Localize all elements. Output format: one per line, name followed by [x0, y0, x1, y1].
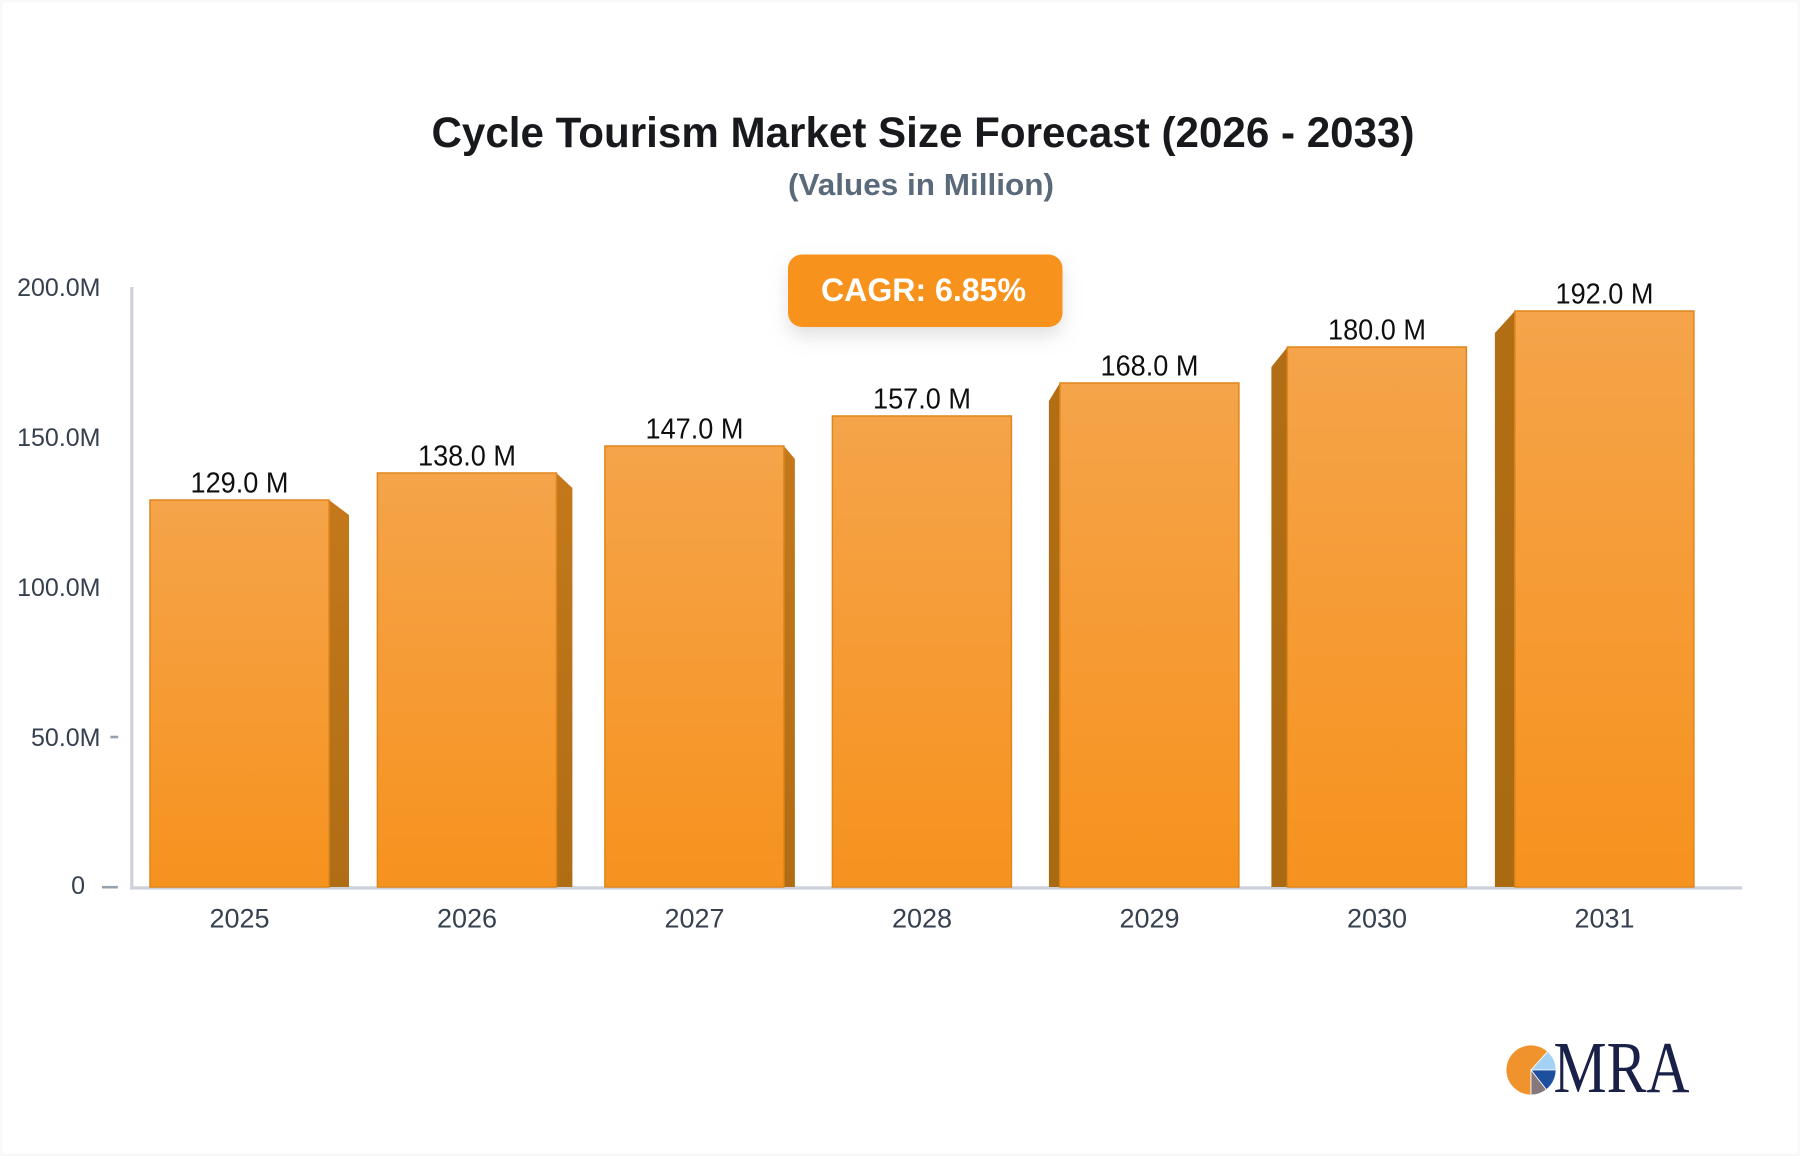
- svg-text:2028: 2028: [892, 904, 952, 934]
- svg-text:2025: 2025: [209, 904, 269, 934]
- svg-text:129.0 M: 129.0 M: [191, 468, 289, 500]
- svg-text:2026: 2026: [437, 904, 497, 934]
- svg-text:2030: 2030: [1347, 904, 1407, 934]
- svg-text:CAGR: 6.85%: CAGR: 6.85%: [821, 272, 1026, 308]
- svg-text:150.0M: 150.0M: [17, 424, 100, 452]
- svg-text:180.0 M: 180.0 M: [1328, 315, 1426, 347]
- svg-text:2029: 2029: [1119, 904, 1179, 934]
- svg-text:168.0 M: 168.0 M: [1101, 351, 1199, 383]
- svg-text:2031: 2031: [1574, 904, 1634, 934]
- svg-text:147.0 M: 147.0 M: [646, 414, 744, 446]
- svg-text:Cycle Tourism Market Size Fore: Cycle Tourism Market Size Forecast (2026…: [432, 109, 1415, 157]
- svg-text:0: 0: [71, 872, 85, 900]
- svg-text:192.0 M: 192.0 M: [1556, 279, 1654, 311]
- svg-text:200.0M: 200.0M: [17, 274, 100, 302]
- svg-text:157.0 M: 157.0 M: [873, 384, 971, 416]
- svg-text:138.0 M: 138.0 M: [418, 441, 516, 473]
- svg-text:100.0M: 100.0M: [17, 574, 100, 602]
- svg-text:(Values in Million): (Values in Million): [788, 167, 1054, 202]
- svg-text:2027: 2027: [664, 904, 724, 934]
- svg-text:MRA: MRA: [1554, 1027, 1690, 1108]
- svg-text:50.0M: 50.0M: [31, 724, 100, 752]
